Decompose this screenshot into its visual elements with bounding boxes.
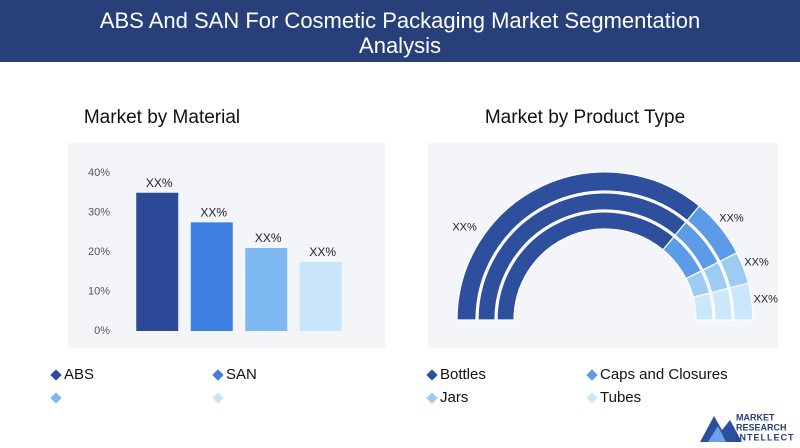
logo: MARKET RESEARCH INTELLECT bbox=[700, 412, 795, 442]
legend-label: ABS bbox=[64, 366, 94, 383]
chart-title: Market by Product Type bbox=[485, 107, 685, 128]
header-band bbox=[0, 0, 800, 62]
logo-text: RESEARCH bbox=[736, 422, 787, 432]
bar bbox=[299, 261, 342, 331]
chart-title: Market by Material bbox=[84, 107, 240, 128]
data-label: XX% bbox=[200, 206, 227, 220]
data-label: XX% bbox=[309, 245, 336, 259]
pie-segment bbox=[710, 287, 733, 321]
y-tick-label: 30% bbox=[88, 206, 110, 218]
logo-icon bbox=[708, 426, 726, 442]
data-label: XX% bbox=[452, 222, 477, 234]
data-label: XX% bbox=[146, 176, 173, 190]
data-label: XX% bbox=[719, 213, 744, 225]
y-tick-label: 10% bbox=[88, 285, 110, 297]
legend-marker bbox=[212, 369, 224, 381]
legend-marker bbox=[586, 392, 598, 404]
logo-text: MARKET bbox=[736, 412, 775, 422]
legend-label: SAN bbox=[226, 366, 257, 383]
pie-segment bbox=[692, 292, 714, 321]
legend-marker bbox=[426, 392, 438, 404]
data-label: XX% bbox=[255, 231, 282, 245]
logo-icon bbox=[700, 416, 742, 442]
legend-label: Bottles bbox=[440, 366, 486, 383]
legend-label: Jars bbox=[440, 389, 468, 406]
bar bbox=[245, 248, 288, 331]
legend-marker bbox=[586, 369, 598, 381]
pie-segment bbox=[729, 282, 754, 321]
legend-marker bbox=[212, 392, 224, 404]
legend-label: Caps and Closures bbox=[600, 366, 728, 383]
y-tick-label: 40% bbox=[88, 167, 110, 179]
data-label: XX% bbox=[744, 257, 769, 269]
page-title: ABS And SAN For Cosmetic Packaging Marke… bbox=[99, 8, 701, 58]
legend-marker bbox=[50, 369, 62, 381]
y-tick-label: 0% bbox=[94, 325, 110, 337]
legend-marker bbox=[50, 392, 62, 404]
bar bbox=[136, 192, 179, 331]
bar bbox=[190, 222, 233, 331]
logo-text: INTELLECT bbox=[736, 432, 795, 442]
y-tick-label: 20% bbox=[88, 246, 110, 258]
data-label: XX% bbox=[753, 294, 778, 306]
legend-marker bbox=[426, 369, 438, 381]
legend-label: Tubes bbox=[600, 389, 641, 406]
